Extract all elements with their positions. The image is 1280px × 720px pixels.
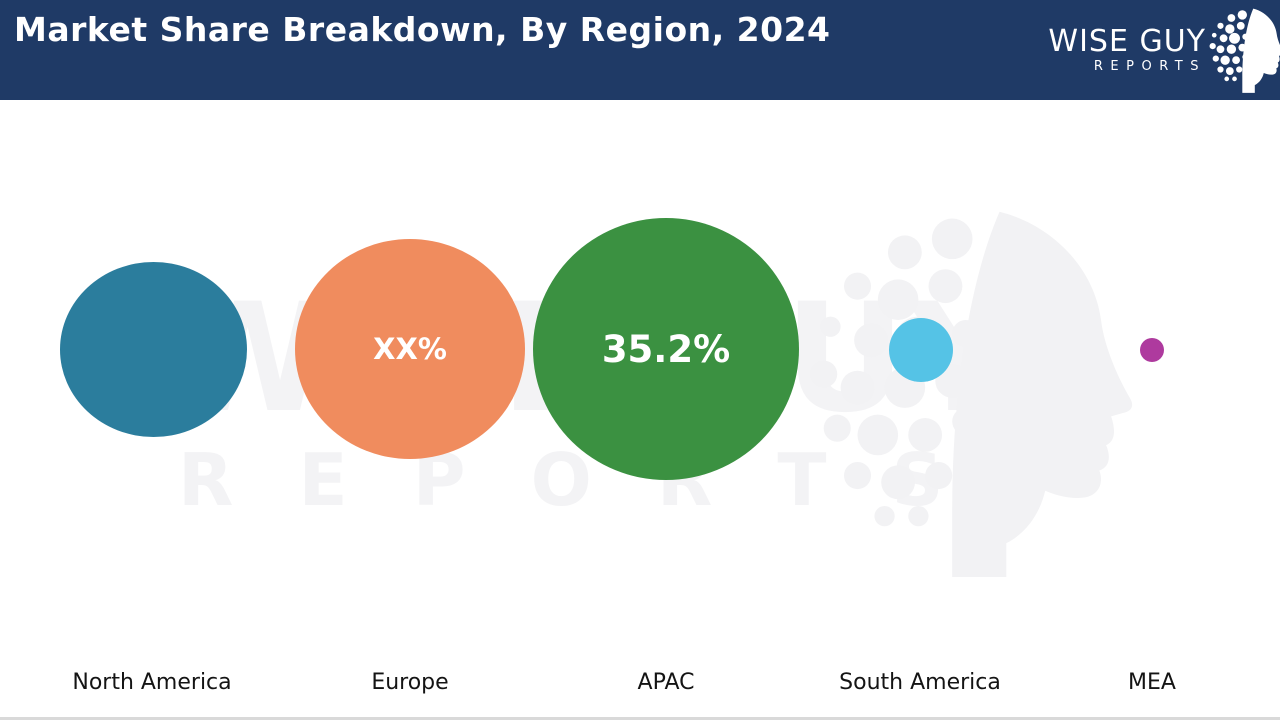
watermark-reports-text: R E P O R T S bbox=[178, 438, 964, 522]
logo-reports-line: REPORTS bbox=[1093, 59, 1206, 75]
head-profile-dots-icon bbox=[775, 205, 1170, 577]
bubble-europe: XX% bbox=[295, 239, 525, 459]
category-label-apac: APAC bbox=[637, 670, 695, 695]
category-label-europe: Europe bbox=[371, 670, 449, 695]
bubble-north-america bbox=[60, 262, 247, 437]
wiseguy-logo-text: WISE GUY REPORTS bbox=[1048, 26, 1206, 75]
bottom-divider bbox=[0, 717, 1280, 720]
wiseguy-logo: WISE GUY REPORTS bbox=[1048, 0, 1280, 100]
category-label-mea: MEA bbox=[1128, 670, 1176, 695]
bubble-mea bbox=[1140, 338, 1164, 362]
logo-wiseguy-line: WISE GUY bbox=[1048, 23, 1206, 59]
bubble-value-label: 35.2% bbox=[601, 327, 731, 371]
category-label-north-america: North America bbox=[72, 670, 232, 695]
bubble-apac: 35.2% bbox=[533, 218, 799, 480]
category-label-south-america: South America bbox=[839, 670, 1001, 695]
head-profile-dots-icon bbox=[1208, 6, 1280, 94]
header-bar: Market Share Breakdown, By Region, 2024 bbox=[0, 0, 1280, 100]
bubble-value-label: XX% bbox=[373, 332, 447, 366]
bubble-south-america bbox=[889, 318, 953, 382]
page-title: Market Share Breakdown, By Region, 2024 bbox=[14, 10, 831, 49]
